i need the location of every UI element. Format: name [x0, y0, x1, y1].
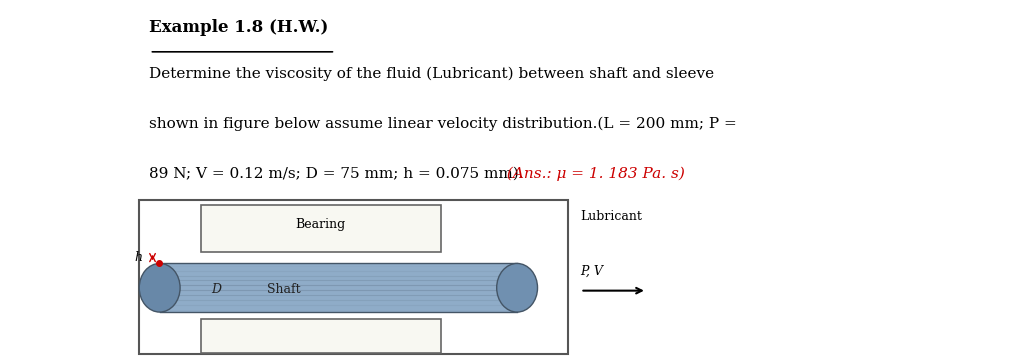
Text: P, V: P, V	[581, 265, 603, 278]
Ellipse shape	[497, 264, 538, 312]
Text: Example 1.8 (H.W.): Example 1.8 (H.W.)	[150, 19, 329, 36]
Text: 89 N; V = 0.12 m/s; D = 75 mm; h = 0.075 mm).: 89 N; V = 0.12 m/s; D = 75 mm; h = 0.075…	[150, 167, 524, 181]
Text: h: h	[134, 251, 142, 264]
Bar	[201, 205, 440, 252]
Bar	[139, 200, 568, 354]
Text: shown in figure below assume linear velocity distribution.(L = 200 mm; P =: shown in figure below assume linear velo…	[150, 117, 737, 131]
Text: (Ans.: μ = 1. 183 Pa. s): (Ans.: μ = 1. 183 Pa. s)	[502, 167, 685, 182]
Ellipse shape	[139, 264, 180, 312]
Text: Lubricant: Lubricant	[581, 210, 642, 223]
Text: D: D	[211, 283, 221, 296]
Text: Bearing: Bearing	[295, 217, 346, 231]
Bar	[160, 264, 517, 312]
Text: Shaft: Shaft	[267, 283, 300, 296]
Text: Determine the viscosity of the fluid (Lubricant) between shaft and sleeve: Determine the viscosity of the fluid (Lu…	[150, 66, 715, 81]
Bar	[201, 319, 440, 352]
